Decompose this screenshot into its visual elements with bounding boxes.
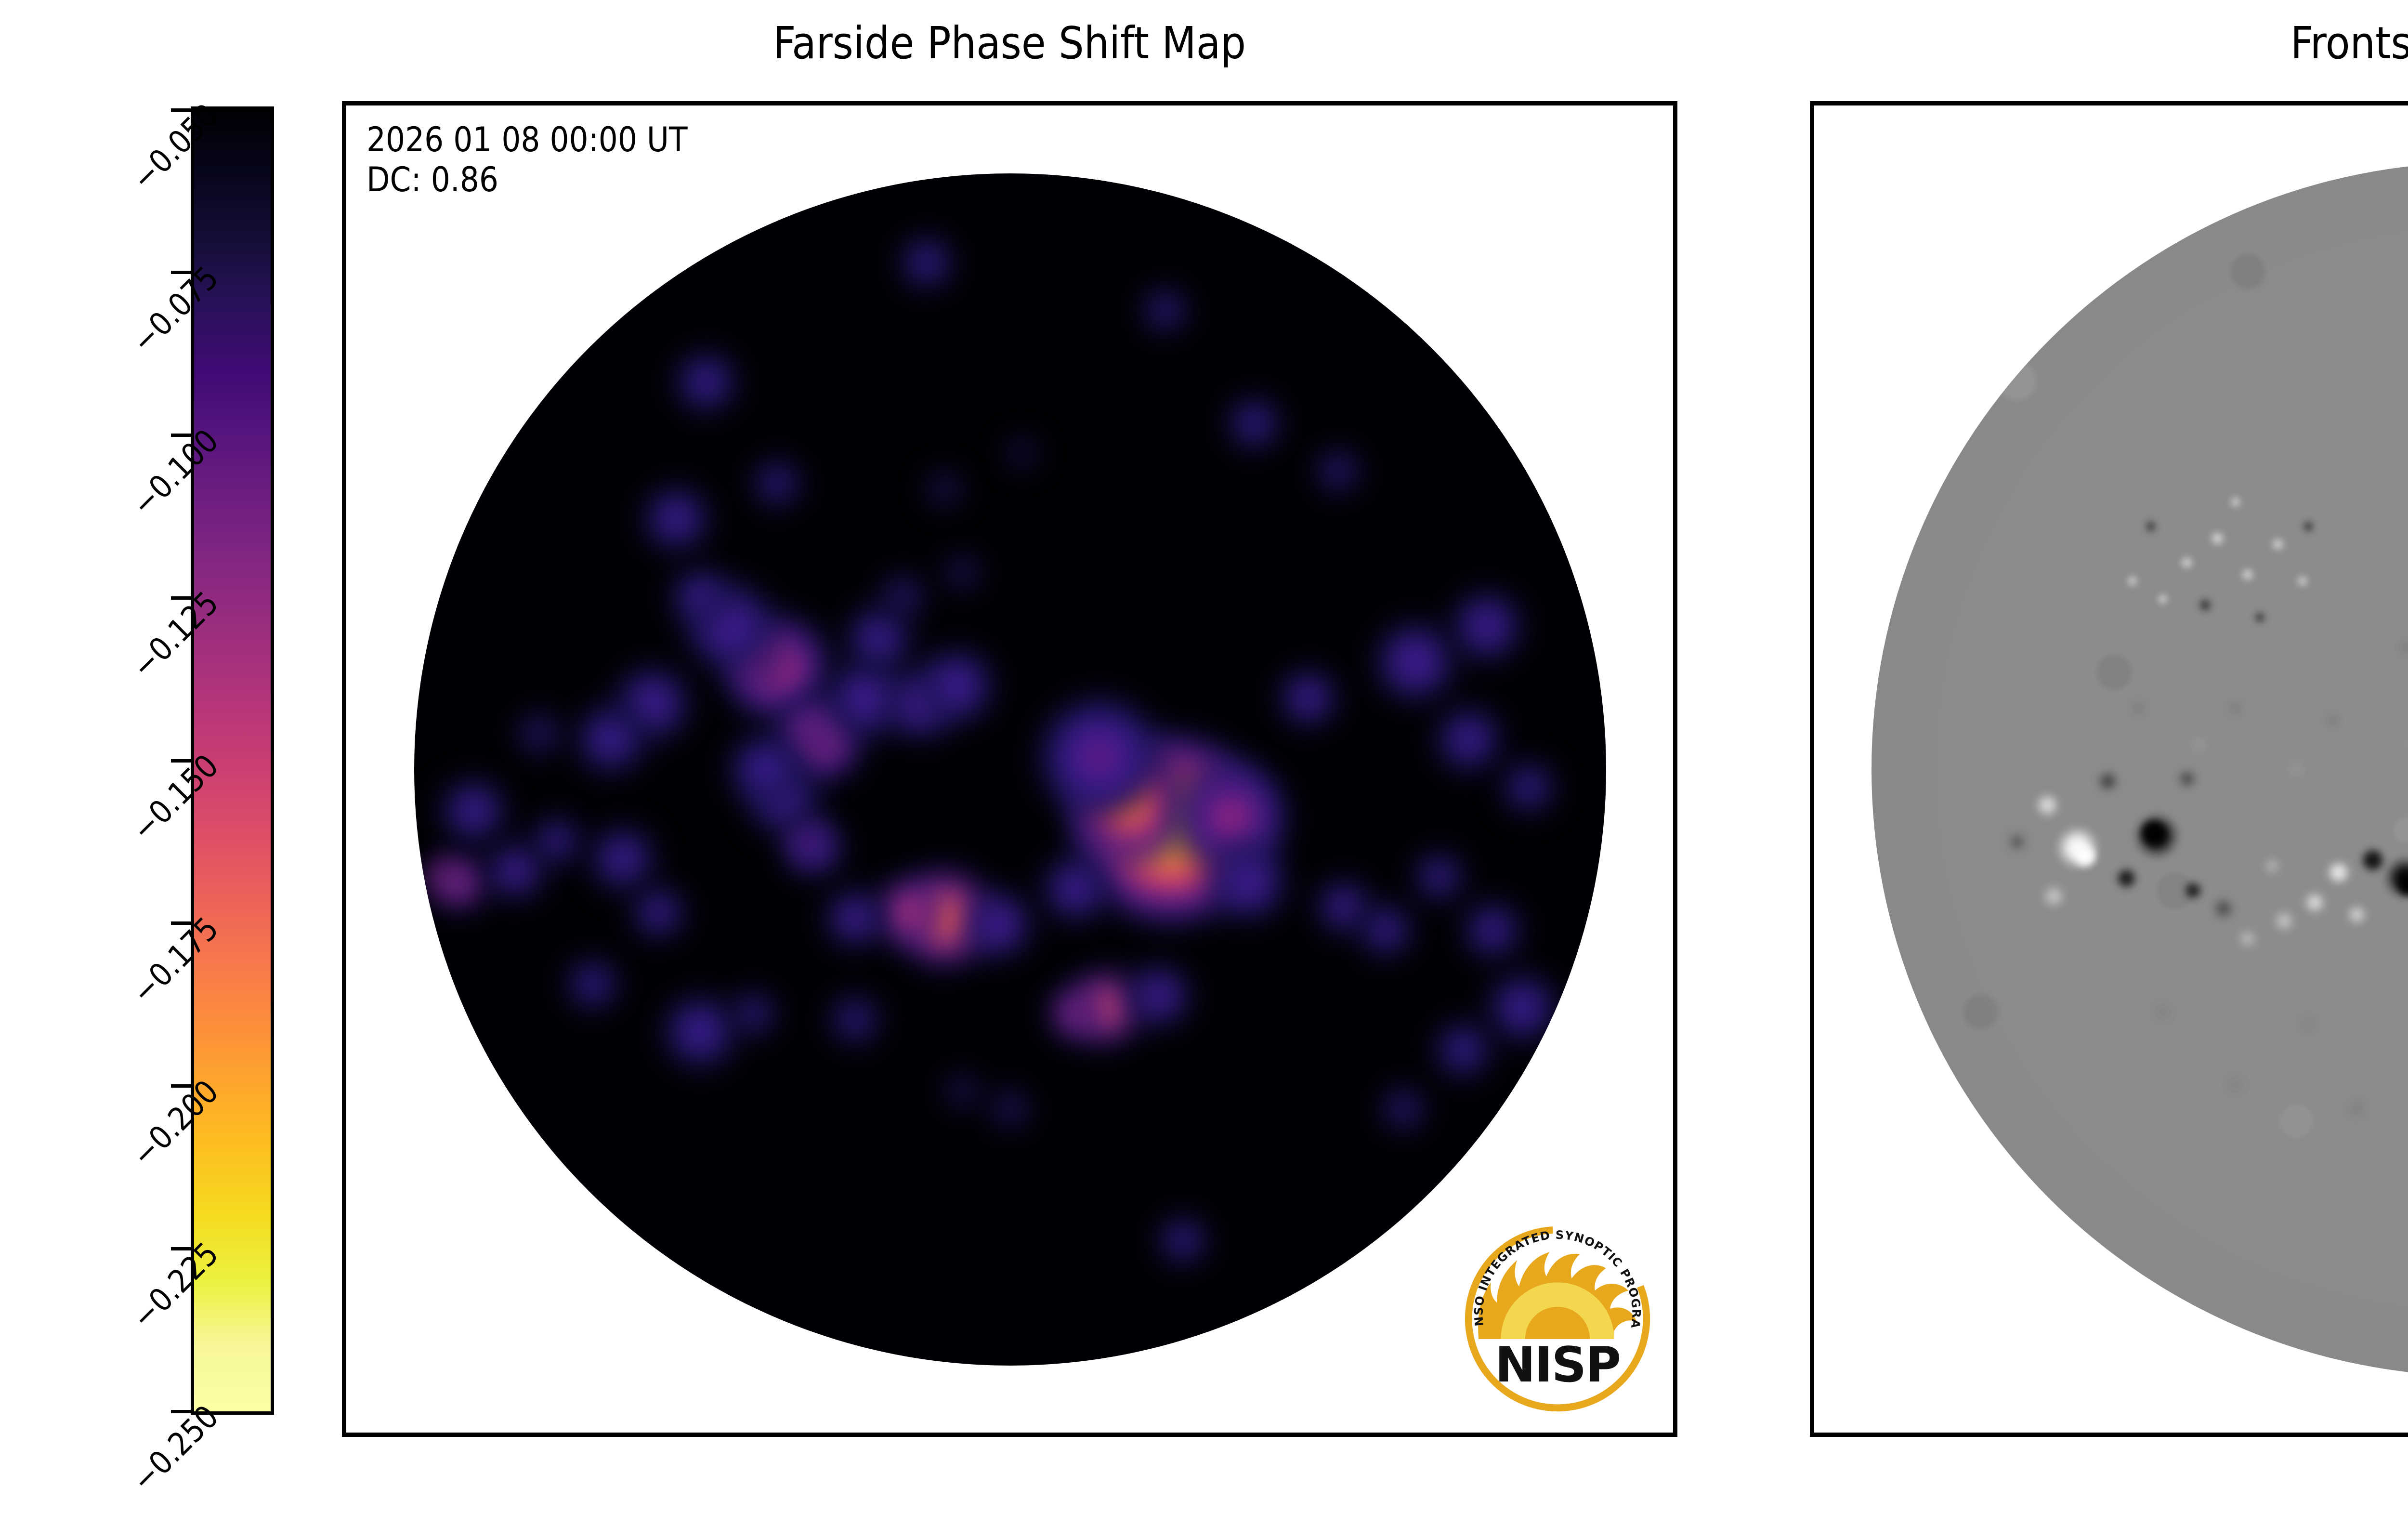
magnetogram-positive-flux (2239, 567, 2256, 582)
colorbar-tick (171, 596, 194, 600)
colorbar: −0.050 −0.075 −0.100 −0.125 −0.150 −0.175 −0.2… (125, 96, 274, 1499)
farside-feature (918, 470, 971, 508)
magnetogram-negative-flux (2174, 769, 2199, 789)
farside-feature (613, 462, 740, 575)
farside-feature (872, 225, 981, 300)
colorbar-tick (171, 108, 194, 112)
magnetogram-positive-flux (2125, 575, 2140, 587)
magnetogram-positive-flux (2208, 530, 2227, 547)
farside-feature (419, 860, 468, 894)
colorbar-tick (171, 921, 194, 925)
magnetogram-negative-flux (2197, 597, 2214, 613)
svg-text:NISP: NISP (1495, 1336, 1620, 1393)
magnetogram-positive-flux (2269, 537, 2287, 552)
magnetogram-negative-flux (2399, 642, 2408, 653)
farside-annotation: 2026 01 08 00:00 UT DC: 0.86 (366, 120, 688, 199)
colorbar-tick (171, 1084, 194, 1088)
magnetogram-negative-flux (2180, 879, 2207, 902)
magnetogram-positive-flux (2261, 857, 2283, 875)
farside-feature (433, 775, 514, 847)
farside-feature (1443, 890, 1542, 971)
colorbar-tick (171, 1409, 194, 1413)
colorbar-tick (171, 1247, 194, 1250)
magnetogram-negative-flux (2229, 1079, 2242, 1091)
magnetogram-negative-flux (2302, 1018, 2315, 1030)
magnetogram-positive-flux (2228, 496, 2243, 508)
magnetogram-negative-flux (2005, 832, 2029, 852)
magnetogram-positive-flux (2295, 575, 2310, 587)
farside-feature (545, 943, 641, 1025)
magnetogram-negative-flux (2252, 610, 2267, 624)
colorbar-tick-label: −0.250 (125, 1398, 226, 1500)
magnetogram-negative-flux (2358, 844, 2387, 876)
panel-title-farside: Farside Phase Shift Map (772, 17, 1246, 69)
magnetogram-negative-flux (2210, 897, 2237, 920)
magnetogram-negative-flux (2143, 519, 2158, 533)
frontside-solar-disk (1871, 162, 2408, 1376)
magnetogram-positive-flux (2343, 904, 2370, 926)
farside-feature (1118, 278, 1212, 343)
farside-feature (998, 436, 1046, 470)
farside-solar-disk (414, 173, 1606, 1366)
magnetogram-positive-flux (2155, 592, 2170, 605)
colorbar-tick (171, 434, 194, 437)
panel-frontside-mag-map[interactable]: NISP NSO INTEGRATED SYNOPTIC PROGRAM (1810, 101, 2408, 1437)
magnetogram-negative-flux (2327, 715, 2339, 726)
magnetogram-negative-flux (2111, 866, 2141, 891)
farside-feature (932, 551, 993, 594)
magnetogram-positive-flux (2193, 739, 2205, 750)
nisp-logo: NISP NSO INTEGRATED SYNOPTIC PROGRAM (1456, 1218, 1659, 1420)
farside-feature (1130, 1204, 1235, 1276)
magnetogram-positive-flux (2178, 555, 2196, 570)
magnetogram-positive-flux (2290, 763, 2303, 775)
farside-feature (1399, 844, 1479, 909)
colorbar-gradient (194, 110, 271, 1411)
magnetogram-granulation (1871, 162, 2408, 1376)
farside-feature (1492, 758, 1564, 816)
magnetogram-negative-flux (2229, 703, 2242, 714)
farside-feature (1245, 648, 1371, 747)
farside-feature (1297, 439, 1379, 504)
farside-feature (648, 331, 763, 433)
magnetogram-negative-flux (2132, 703, 2145, 714)
panel-farside-phase-shift-map[interactable]: 2026 01 08 00:00 UT DC: 0.86 NISP NSO IN… (342, 101, 1677, 1437)
farside-feature (731, 441, 824, 525)
farside-feature (1200, 381, 1309, 466)
panel-title-frontside: Frontside Mag Map (2290, 17, 2408, 69)
farside-feature (1367, 1078, 1440, 1140)
magnetogram-negative-flux (2349, 1102, 2365, 1116)
colorbar-tick (171, 271, 194, 275)
colorbar-tick (171, 759, 194, 763)
farside-feature (811, 972, 898, 1067)
magnetogram-negative-flux (2157, 1006, 2169, 1017)
magnetogram-negative-flux (2301, 519, 2316, 533)
